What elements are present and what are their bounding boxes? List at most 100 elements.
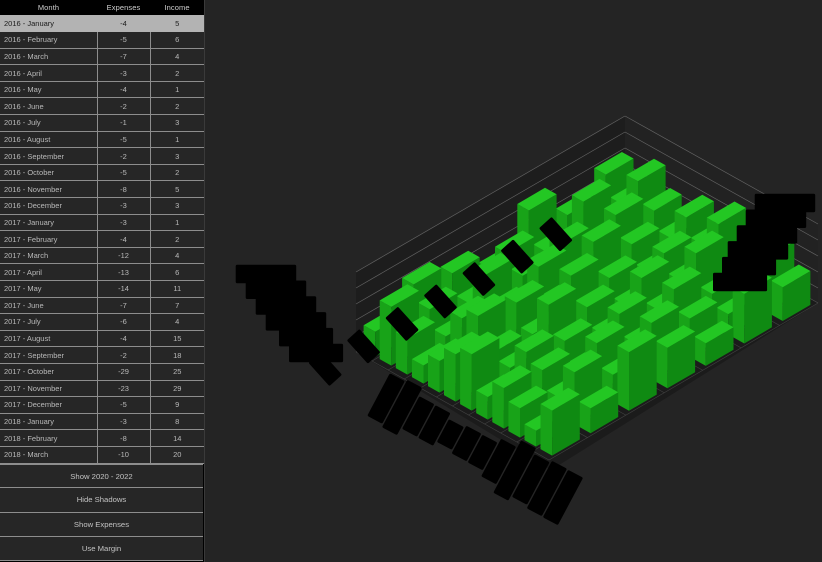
table-row[interactable]: 2018 - January -3 8 [0,413,204,431]
bar-2018-December[interactable] [617,329,657,411]
table-row[interactable]: 2016 - April -3 2 [0,64,204,82]
bar-2022-December[interactable] [771,264,811,322]
table-row[interactable]: 2016 - January -4 5 [0,15,204,33]
bar-face-top [626,158,666,182]
table-row[interactable]: 2017 - March -12 4 [0,247,204,265]
table-row[interactable]: 2017 - June -7 7 [0,297,204,315]
bar-face-left [694,336,706,366]
table-row[interactable]: 2016 - February -5 6 [0,31,204,49]
table-row[interactable]: 2017 - December -5 9 [0,396,204,414]
month-label-June: June [452,426,481,461]
bar-2016-December[interactable] [540,387,580,456]
column-header-month[interactable]: Month [0,0,97,15]
table-row[interactable]: 2017 - February -4 2 [0,230,204,248]
cell-month: 2018 - March [0,446,97,464]
cell-income: 18 [149,346,204,364]
table-body: 2016 - January -4 5 2016 - February -5 6 2016 … [0,15,204,464]
bar-face-top [771,264,811,288]
chart-canvas[interactable]: 35.00 M€ 28.00 M€ 21.00 M€ 14.00 M€ 7.00 M€ 0… [206,0,822,562]
bar-face-top [662,266,702,290]
cell-month: 2016 - October [0,164,97,182]
table-row[interactable]: 2016 - September -2 3 [0,147,204,165]
value-label-right-3: 14.00 M€ [727,241,789,260]
table-row[interactable]: 2016 - July -1 3 [0,114,204,132]
cell-expenses: -5 [96,164,150,182]
column-header-income[interactable]: Income [150,0,204,15]
bar-face-top [508,385,548,409]
cell-income: 11 [149,280,204,298]
table-row[interactable]: 2018 - March -10 20 [0,446,204,464]
bar-face-top [620,221,660,245]
button-hide-shadows[interactable]: Hide Shadows [0,488,203,513]
cell-month: 2017 - July [0,313,97,331]
cell-expenses: -5 [96,396,150,414]
cell-expenses: -12 [96,247,150,265]
table-row[interactable]: 2017 - August -4 15 [0,330,204,348]
value-label-right-2: 21.00 M€ [736,225,798,244]
month-label-July: July [468,435,497,470]
table-row[interactable]: 2016 - August -5 1 [0,131,204,149]
table-row[interactable]: 2016 - November -8 5 [0,180,204,199]
bar-2019-December[interactable] [655,325,696,389]
table-row[interactable]: 2016 - May -4 1 [0,81,204,99]
button-use-margin[interactable]: Use Margin [0,536,203,562]
bar3d-chart[interactable]: 35.00 M€ 28.00 M€ 21.00 M€ 14.00 M€ 7.00 M€ 0… [206,0,822,562]
bar-face-top [504,280,545,303]
cell-income: 20 [149,446,204,464]
label-text: 28.00 M€ [252,285,301,297]
label-box [468,435,497,470]
table-row[interactable]: 2016 - October -5 2 [0,164,204,182]
table-row[interactable]: 2017 - July -6 4 [0,313,204,331]
table-row[interactable]: 2018 - February -8 14 [0,429,204,447]
bar-face-top [652,230,692,254]
table-row[interactable]: 2017 - September -2 18 [0,346,204,364]
cell-income: 3 [149,197,204,215]
value-label-right-5: 0.00 M€ [713,272,768,292]
table-row[interactable]: 2017 - April -13 6 [0,263,204,281]
cell-expenses: -2 [96,97,150,116]
label-box [727,241,789,260]
cell-month: 2016 - March [0,48,97,66]
floor-gridline [548,302,819,461]
cell-month: 2017 - June [0,297,97,315]
label-box [437,419,464,450]
cell-month: 2016 - June [0,97,97,116]
button-show-2020-2022[interactable]: Show 2020 - 2022 [0,464,203,489]
column-header-expenses[interactable]: Expenses [97,0,150,15]
label-box [279,327,334,347]
table-row[interactable]: 2017 - January -3 1 [0,214,204,232]
label-box [235,264,297,284]
bar-2020-December[interactable] [694,320,734,366]
bar-face-top [585,320,625,344]
bar-face-left [508,401,520,438]
value-label-left-4: 7.00 M€ [279,327,334,347]
cell-income: 9 [149,396,204,414]
cell-expenses: -2 [96,346,150,364]
label-box [462,262,496,296]
bar-face-left [460,347,472,411]
bar-face-top [379,284,419,307]
label-box [512,454,550,505]
bar-face-top [466,293,506,316]
value-label-right-0: 35.00 M€ [754,193,816,213]
cell-expenses: -10 [96,446,150,464]
table-row[interactable]: 2016 - December -3 3 [0,197,204,215]
cell-expenses: -4 [96,230,150,248]
cell-income: 6 [149,263,204,281]
button-show-expenses[interactable]: Show Expenses [0,512,203,537]
label-box [424,284,457,319]
table-row[interactable]: 2017 - May -14 11 [0,280,204,298]
table-row[interactable]: 2017 - October -29 25 [0,363,204,381]
table-row[interactable]: 2017 - November -23 29 [0,380,204,398]
table-row[interactable]: 2016 - June -2 2 [0,97,204,116]
bar-face-top [579,385,619,409]
table-row[interactable]: 2016 - March -7 4 [0,48,204,66]
cell-month: 2018 - February [0,429,97,447]
label-text: 21.00 M€ [262,301,311,313]
value-label-left-1: 28.00 M€ [245,280,307,299]
bar-face-top [540,387,580,411]
label-box [501,239,534,274]
cell-income: 4 [149,247,204,265]
bar-face-top [559,253,599,276]
bar-2017-December[interactable] [579,385,619,434]
